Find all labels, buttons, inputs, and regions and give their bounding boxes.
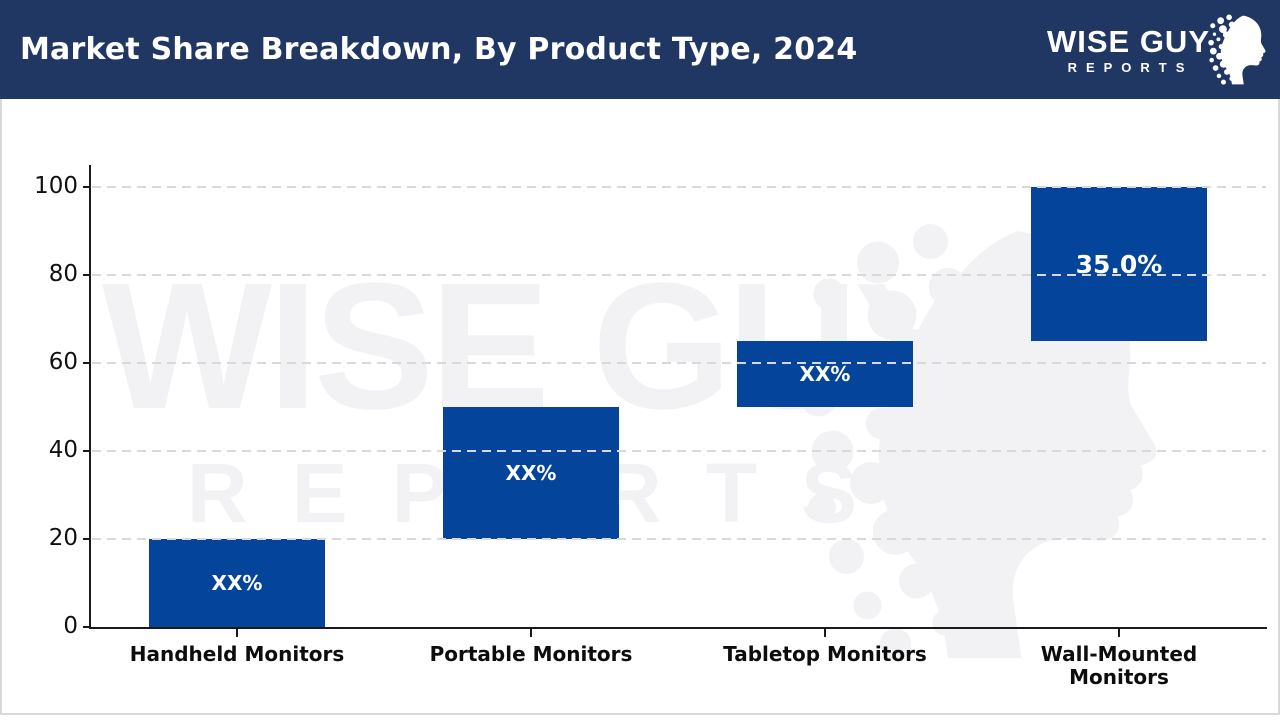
y-tick-label: 20	[48, 525, 78, 551]
gridline	[92, 450, 1266, 452]
x-tick-mark	[236, 629, 238, 637]
x-tick-mark	[1118, 629, 1120, 637]
gridline	[92, 362, 1266, 364]
y-tick-label: 100	[34, 173, 78, 199]
x-tick-label: Handheld Monitors	[129, 642, 345, 666]
x-tick-label: Portable Monitors	[429, 642, 633, 666]
x-tick-label: Tabletop Monitors	[723, 642, 927, 666]
y-tick-mark	[83, 538, 90, 540]
x-axis-line	[89, 627, 1267, 629]
gridline	[92, 538, 1266, 540]
bar-value-label: 35.0%	[1075, 249, 1163, 279]
y-tick-mark	[83, 362, 90, 364]
brand-head-icon	[1208, 14, 1266, 85]
x-tick-mark	[824, 629, 826, 637]
y-tick-mark	[83, 186, 90, 188]
bar-value-label: XX%	[799, 362, 851, 386]
y-tick-mark	[83, 626, 90, 628]
y-axis-line	[89, 165, 91, 629]
y-tick-label: 0	[63, 613, 78, 639]
brand-name-text: WISE GUY	[1046, 24, 1210, 59]
y-tick-label: 60	[48, 349, 78, 375]
header-bar: Market Share Breakdown, By Product Type,…	[0, 0, 1280, 99]
bar-value-label: XX%	[505, 461, 557, 485]
bar-segment: 35.0%	[1031, 187, 1207, 341]
brand-wordmark: WISE GUY REPORTS	[1047, 26, 1210, 74]
bar-segment: XX%	[443, 407, 619, 539]
y-tick-mark	[83, 274, 90, 276]
y-tick-label: 40	[48, 437, 78, 463]
gridline	[92, 274, 1266, 276]
x-tick-label: Wall-Mounted Monitors	[1040, 642, 1198, 689]
gridline	[92, 186, 1266, 188]
y-tick-mark	[83, 450, 90, 452]
x-tick-mark	[530, 629, 532, 637]
page-title: Market Share Breakdown, By Product Type,…	[20, 32, 858, 67]
brand-logo: WISE GUY REPORTS	[1047, 6, 1268, 94]
bar-segment: XX%	[737, 341, 913, 407]
y-tick-label: 80	[48, 261, 78, 287]
bar-segment: XX%	[149, 539, 325, 627]
bar-value-label: XX%	[211, 571, 263, 595]
brand-subtitle-text: REPORTS	[1067, 60, 1194, 75]
chart-canvas: WISE GUY REPORTS 020406080100XX%Handheld…	[0, 99, 1280, 715]
